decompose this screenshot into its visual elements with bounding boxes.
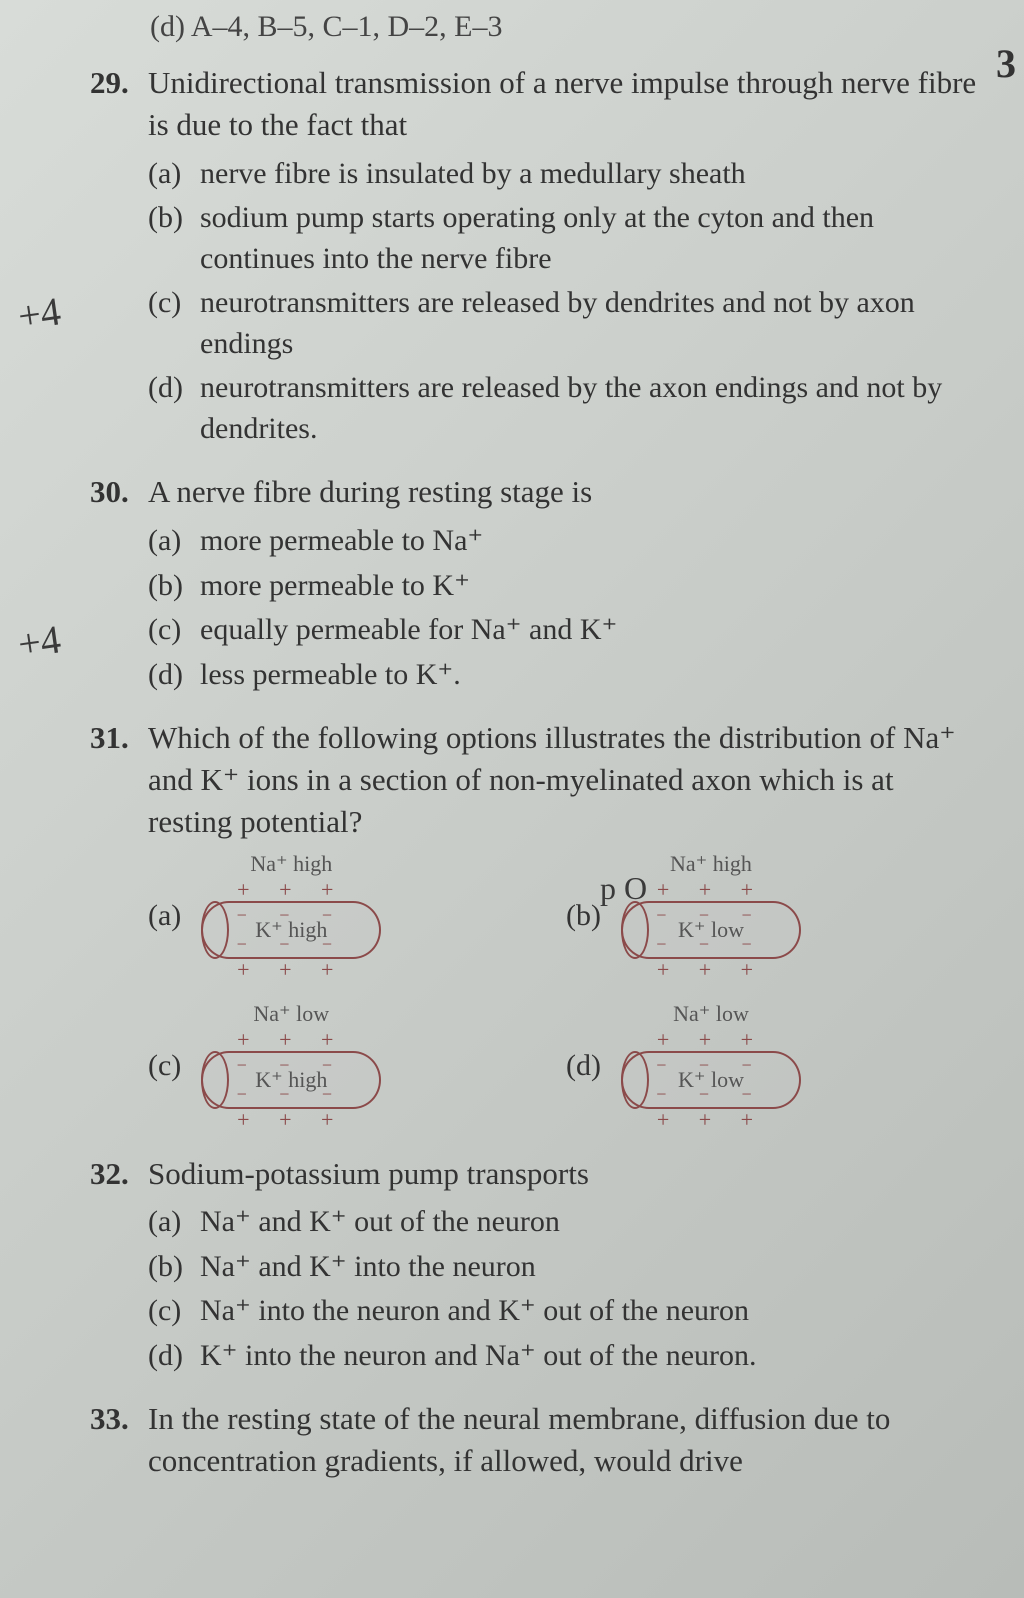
q31-b-top: Na⁺ high bbox=[621, 851, 801, 877]
q30-opt-a: more permeable to Na⁺ bbox=[200, 521, 984, 562]
q31-d-outer-top: + + + bbox=[621, 1029, 801, 1051]
partial-option-top: (d) A–4, B–5, C–1, D–2, E–3 bbox=[90, 10, 984, 44]
question-30: 30. A nerve fibre during resting stage i… bbox=[90, 471, 984, 695]
q31-text: Which of the following options illustrat… bbox=[148, 717, 984, 843]
q32-opt-c-label: (c) bbox=[148, 1291, 200, 1332]
q31-a-inner-top: − − − bbox=[237, 905, 346, 926]
q30-opt-b-label: (b) bbox=[148, 566, 200, 607]
q32-number: 32. bbox=[90, 1153, 148, 1195]
q31-c-inner-top: − − − bbox=[237, 1055, 346, 1076]
q31-a-top: Na⁺ high bbox=[201, 851, 381, 877]
question-33: 33. In the resting state of the neural m… bbox=[90, 1398, 984, 1482]
q32-opt-a: Na⁺ and K⁺ out of the neuron bbox=[200, 1202, 984, 1243]
question-32: 32. Sodium-potassium pump transports (a)… bbox=[90, 1153, 984, 1377]
q32-opt-a-label: (a) bbox=[148, 1202, 200, 1243]
q31-d-inner-top: − − − bbox=[656, 1055, 765, 1076]
q30-number: 30. bbox=[90, 471, 148, 513]
q30-opt-a-label: (a) bbox=[148, 521, 200, 562]
q31-opt-c-label: (c) bbox=[148, 1049, 181, 1083]
q31-b-inner-top: − − − bbox=[656, 905, 765, 926]
q31-diagram-a: (a) Na⁺ high + + + − − − K⁺ high − − − +… bbox=[148, 851, 566, 981]
q29-opt-d-label: (d) bbox=[148, 368, 200, 409]
question-31: 31. Which of the following options illus… bbox=[90, 717, 984, 1131]
q30-opt-b: more permeable to K⁺ bbox=[200, 566, 984, 607]
q29-number: 29. bbox=[90, 62, 148, 104]
q29-opt-d: neurotransmitters are released by the ax… bbox=[200, 368, 984, 449]
q32-opt-d: K⁺ into the neuron and Na⁺ out of the ne… bbox=[200, 1336, 984, 1377]
q31-c-outer-top: + + + bbox=[201, 1029, 381, 1051]
handwritten-annotation-1: +4 bbox=[15, 287, 64, 339]
q32-text: Sodium-potassium pump transports bbox=[148, 1153, 984, 1195]
q31-opt-a-label: (a) bbox=[148, 899, 181, 933]
q29-opt-a: nerve fibre is insulated by a medullary … bbox=[200, 154, 984, 195]
q32-opt-b: Na⁺ and K⁺ into the neuron bbox=[200, 1247, 984, 1288]
q32-opt-b-label: (b) bbox=[148, 1247, 200, 1288]
q30-opt-c: equally permeable for Na⁺ and K⁺ bbox=[200, 610, 984, 651]
q29-text: Unidirectional transmission of a nerve i… bbox=[148, 62, 984, 146]
q29-opt-c: neurotransmitters are released by dendri… bbox=[200, 283, 984, 364]
q29-opt-b: sodium pump starts operating only at the… bbox=[200, 198, 984, 279]
q31-b-inner-bot: − − − bbox=[656, 934, 765, 955]
q29-opt-c-label: (c) bbox=[148, 283, 200, 324]
q31-c-outer-bot: + + + bbox=[201, 1109, 381, 1131]
q32-opt-c: Na⁺ into the neuron and K⁺ out of the ne… bbox=[200, 1291, 984, 1332]
q31-c-top: Na⁺ low bbox=[201, 1001, 381, 1027]
q29-opt-b-label: (b) bbox=[148, 198, 200, 239]
q30-opt-d-label: (d) bbox=[148, 655, 200, 696]
q30-opt-c-label: (c) bbox=[148, 610, 200, 651]
q32-opt-d-label: (d) bbox=[148, 1336, 200, 1377]
q33-text: In the resting state of the neural membr… bbox=[148, 1398, 984, 1482]
q31-a-outer-bot: + + + bbox=[201, 959, 381, 981]
q31-a-inner-bot: − − − bbox=[237, 934, 346, 955]
handwritten-annotation-2: +4 bbox=[15, 615, 64, 667]
q31-b-outer-bot: + + + bbox=[621, 959, 801, 981]
q30-opt-d: less permeable to K⁺. bbox=[200, 655, 984, 696]
q30-text: A nerve fibre during resting stage is bbox=[148, 471, 984, 513]
q33-number: 33. bbox=[90, 1398, 148, 1440]
q29-opt-a-label: (a) bbox=[148, 154, 200, 195]
q31-diagram-d: (d) Na⁺ low + + + − − − K⁺ low − − − + +… bbox=[566, 1001, 984, 1131]
q31-b-outer-top: + + + bbox=[621, 879, 801, 901]
q31-opt-d-label: (d) bbox=[566, 1049, 601, 1083]
q31-d-inner-bot: − − − bbox=[656, 1084, 765, 1105]
page-number-right: 3 bbox=[996, 40, 1016, 87]
q31-d-outer-bot: + + + bbox=[621, 1109, 801, 1131]
q31-c-inner-bot: − − − bbox=[237, 1084, 346, 1105]
q31-a-outer-top: + + + bbox=[201, 879, 381, 901]
q31-number: 31. bbox=[90, 717, 148, 759]
q31-diagram-c: (c) Na⁺ low + + + − − − K⁺ high − − − + … bbox=[148, 1001, 566, 1131]
q31-d-top: Na⁺ low bbox=[621, 1001, 801, 1027]
q31-opt-b-label: (b) bbox=[566, 899, 601, 933]
question-29: 29. Unidirectional transmission of a ner… bbox=[90, 62, 984, 449]
